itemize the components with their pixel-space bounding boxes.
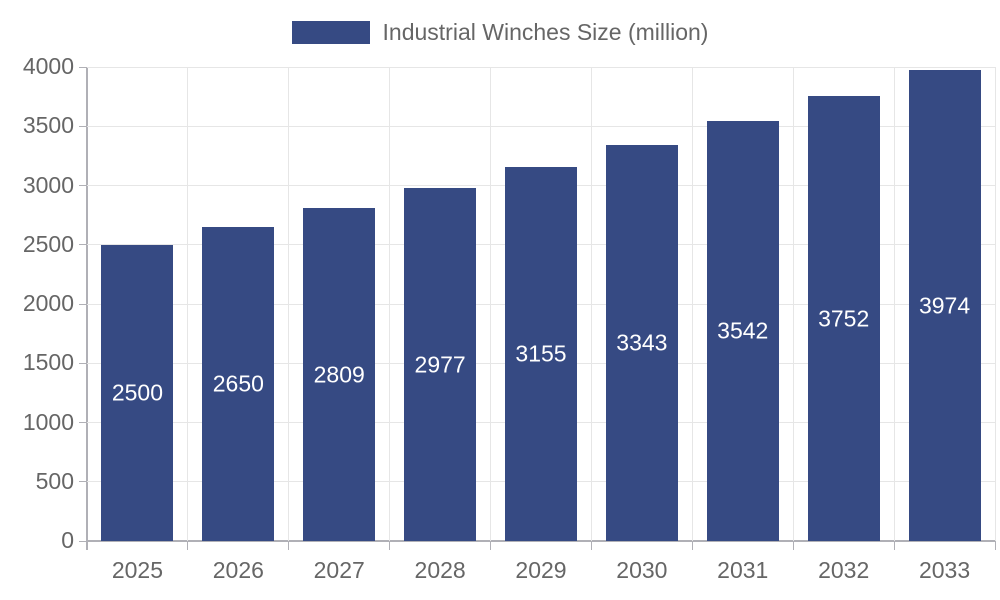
y-axis-tick	[79, 125, 87, 127]
legend-item[interactable]: Industrial Winches Size (million)	[0, 19, 1000, 46]
x-gridline	[893, 67, 895, 541]
x-axis-tick-label: 2025	[111, 557, 164, 583]
x-gridline	[490, 67, 492, 541]
x-axis-tick-label: 2026	[212, 557, 264, 583]
y-axis-tick	[79, 185, 87, 186]
legend-swatch-icon	[291, 21, 370, 44]
y-axis-tick	[79, 244, 87, 246]
y-axis-tick-label: 2000	[22, 289, 74, 316]
bar-value-label: 3155	[515, 340, 567, 367]
bar[interactable]: 3343	[605, 144, 678, 541]
y-axis-tick	[79, 481, 87, 483]
x-axis-tick-label: 2032	[818, 557, 870, 583]
bar[interactable]: 3974	[908, 70, 981, 541]
x-gridline	[590, 67, 592, 541]
y-axis-tick-label: 1000	[22, 408, 74, 435]
bar-value-label: 3542	[717, 317, 769, 344]
x-axis-tick-label: 2027	[313, 557, 365, 583]
bar-value-label: 2650	[212, 370, 264, 397]
x-gridline	[994, 67, 996, 541]
x-axis-tick-label: 2028	[414, 557, 466, 583]
y-axis-tick	[79, 66, 87, 68]
bar[interactable]: 3542	[706, 121, 779, 541]
bar[interactable]: 3155	[505, 167, 577, 541]
x-axis-tick	[994, 541, 996, 550]
bar[interactable]: 2650	[202, 226, 275, 541]
x-axis-tick-label: 2029	[515, 557, 567, 583]
x-gridline	[691, 67, 693, 541]
bar[interactable]: 2977	[404, 188, 477, 541]
y-axis-tick	[79, 540, 87, 542]
x-axis-tick-label: 2033	[918, 557, 971, 583]
bar-value-label: 2977	[414, 351, 466, 378]
x-axis-tick	[590, 541, 592, 550]
y-axis-line	[86, 67, 88, 550]
y-gridline	[87, 125, 995, 127]
bar-value-label: 3974	[918, 292, 971, 319]
y-axis-tick-label: 3000	[22, 171, 74, 198]
bar-value-label: 2809	[313, 361, 365, 388]
y-axis-tick-label: 0	[61, 526, 74, 553]
x-axis-tick	[490, 541, 492, 550]
legend-label: Industrial Winches Size (million)	[382, 19, 709, 45]
x-axis-tick	[389, 541, 391, 550]
x-axis-tick	[288, 541, 290, 550]
x-gridline	[288, 67, 290, 541]
bar[interactable]: 2500	[101, 244, 174, 541]
bar-value-label: 3343	[616, 329, 668, 356]
y-axis-tick	[79, 422, 87, 423]
x-axis-tick	[691, 541, 693, 550]
bar[interactable]: 3752	[807, 96, 880, 541]
bar-value-label: 3752	[818, 305, 870, 332]
y-gridline	[87, 66, 995, 68]
x-axis-tick	[187, 541, 189, 550]
y-axis-tick-label: 4000	[22, 52, 74, 79]
y-axis-tick	[79, 362, 87, 364]
x-gridline	[187, 67, 189, 541]
y-axis-tick-label: 2500	[22, 230, 74, 257]
x-axis-tick-label: 2030	[616, 557, 668, 583]
x-axis-tick	[792, 541, 794, 550]
y-axis-tick	[79, 303, 87, 305]
x-axis-tick	[86, 541, 88, 550]
y-axis-tick-label: 1500	[22, 349, 74, 376]
y-axis-tick-label: 500	[35, 467, 74, 494]
x-gridline	[792, 67, 794, 541]
x-axis-tick-label: 2031	[717, 557, 769, 583]
y-axis-tick-label: 3500	[22, 112, 74, 139]
x-gridline	[389, 67, 391, 541]
x-axis-line	[86, 540, 996, 542]
bar-value-label: 2500	[111, 379, 164, 406]
x-axis-tick	[893, 541, 895, 550]
bar[interactable]: 2809	[303, 208, 376, 541]
plot-area: 0 500 1000 1500 2000 2500 3000 3500 4000 2500 2025…	[23, 53, 996, 583]
